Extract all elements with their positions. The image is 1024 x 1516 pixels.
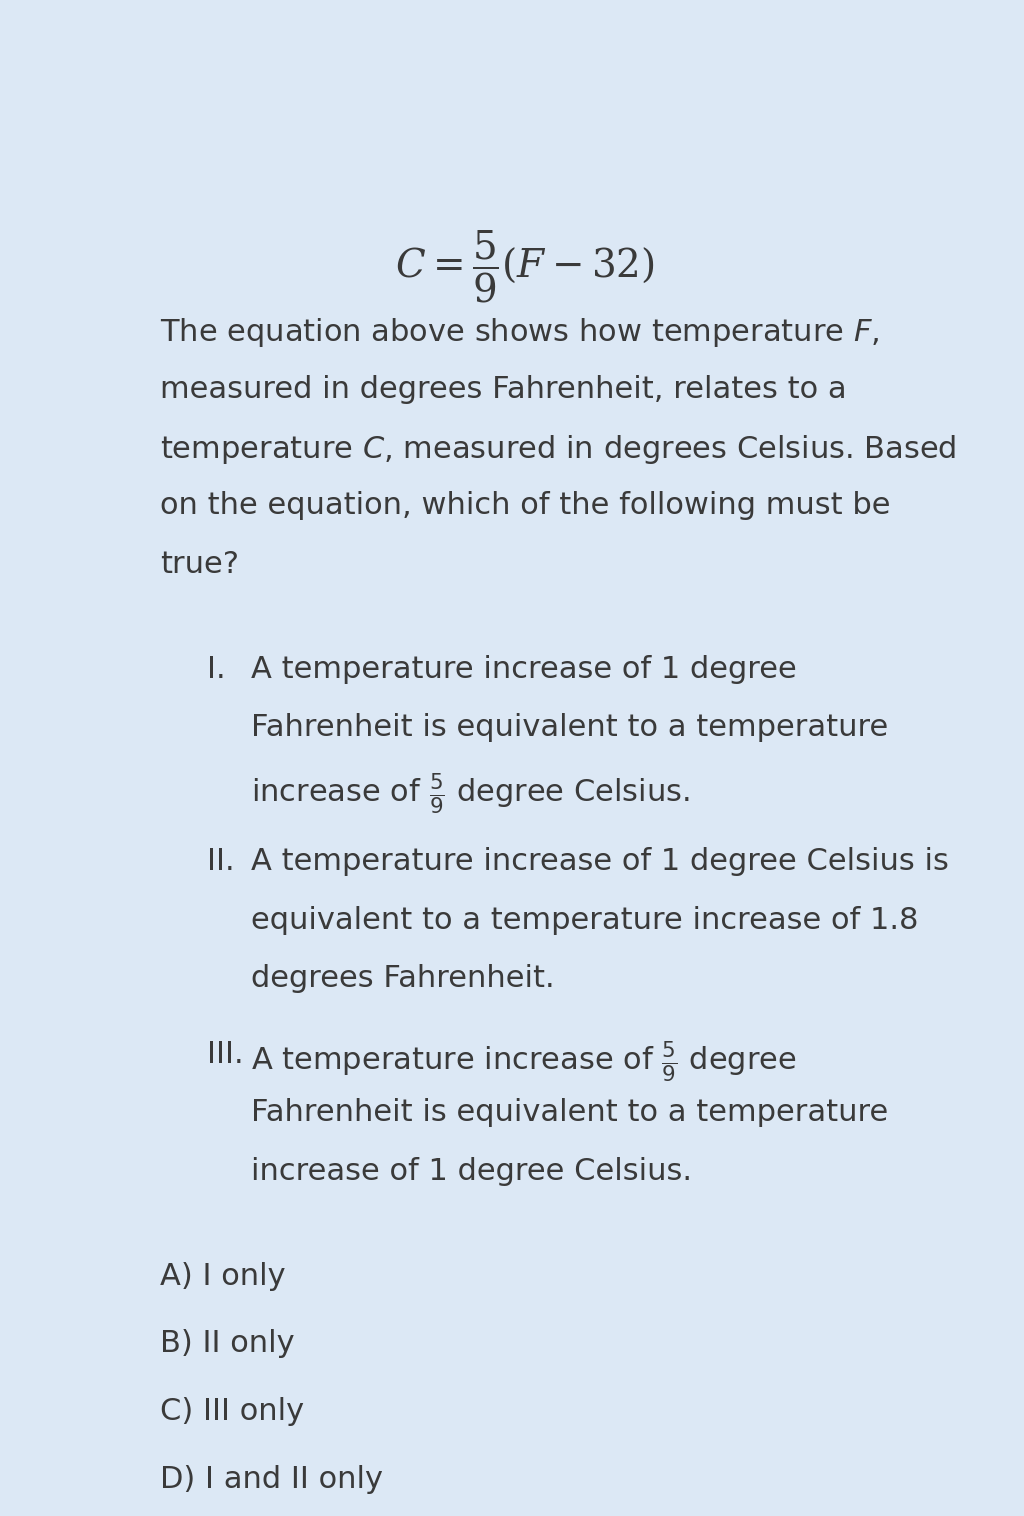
Text: equivalent to a temperature increase of 1.8: equivalent to a temperature increase of … — [251, 905, 919, 935]
Text: A) I only: A) I only — [160, 1261, 286, 1290]
Text: A temperature increase of 1 degree: A temperature increase of 1 degree — [251, 655, 797, 684]
Text: increase of 1 degree Celsius.: increase of 1 degree Celsius. — [251, 1157, 692, 1186]
Text: I.: I. — [207, 655, 226, 684]
Text: true?: true? — [160, 550, 239, 579]
Text: C) III only: C) III only — [160, 1398, 304, 1427]
Text: degrees Fahrenheit.: degrees Fahrenheit. — [251, 964, 555, 993]
Text: measured in degrees Fahrenheit, relates to a: measured in degrees Fahrenheit, relates … — [160, 374, 847, 403]
Text: II.: II. — [207, 847, 234, 876]
Text: A temperature increase of $\frac{5}{9}$ degree: A temperature increase of $\frac{5}{9}$ … — [251, 1040, 797, 1085]
Text: B) II only: B) II only — [160, 1330, 294, 1358]
Text: The equation above shows how temperature $F$,: The equation above shows how temperature… — [160, 317, 880, 349]
Text: Fahrenheit is equivalent to a temperature: Fahrenheit is equivalent to a temperatur… — [251, 1098, 888, 1128]
Text: $C = \dfrac{5}{9}(F - 32)$: $C = \dfrac{5}{9}(F - 32)$ — [395, 229, 654, 305]
Text: D) I and II only: D) I and II only — [160, 1464, 383, 1493]
Text: increase of $\frac{5}{9}$ degree Celsius.: increase of $\frac{5}{9}$ degree Celsius… — [251, 772, 690, 817]
Text: Fahrenheit is equivalent to a temperature: Fahrenheit is equivalent to a temperatur… — [251, 713, 888, 741]
Text: temperature $C$, measured in degrees Celsius. Based: temperature $C$, measured in degrees Cel… — [160, 434, 956, 465]
Text: on the equation, which of the following must be: on the equation, which of the following … — [160, 491, 890, 520]
Text: III.: III. — [207, 1040, 244, 1069]
Text: A temperature increase of 1 degree Celsius is: A temperature increase of 1 degree Celsi… — [251, 847, 949, 876]
